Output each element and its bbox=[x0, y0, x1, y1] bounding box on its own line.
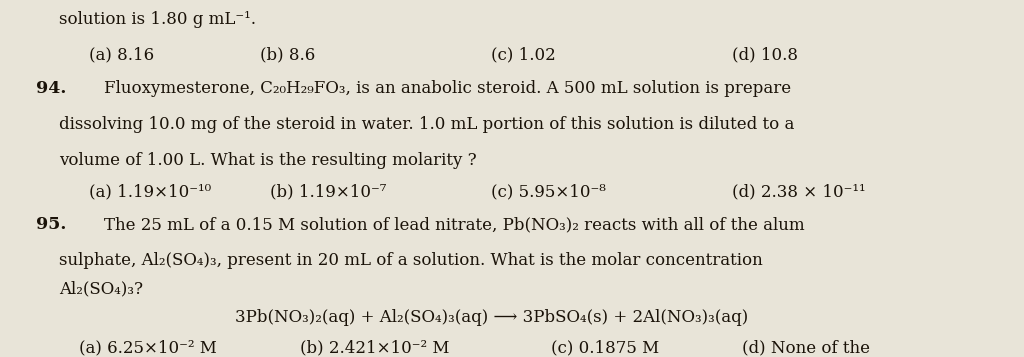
Text: (a) 6.25×10⁻² M: (a) 6.25×10⁻² M bbox=[79, 340, 217, 357]
Text: (d) 2.38 × 10⁻¹¹: (d) 2.38 × 10⁻¹¹ bbox=[732, 184, 866, 201]
Text: 95.: 95. bbox=[36, 216, 66, 233]
Text: 3Pb(NO₃)₂(aq) + Al₂(SO₄)₃(aq) ⟶ 3PbSO₄(s) + 2Al(NO₃)₃(aq): 3Pb(NO₃)₂(aq) + Al₂(SO₄)₃(aq) ⟶ 3PbSO₄(s… bbox=[234, 309, 748, 326]
Text: Fluoxymesterone, C₂₀H₂₉FO₃, is an anabolic steroid. A 500 mL solution is prepare: Fluoxymesterone, C₂₀H₂₉FO₃, is an anabol… bbox=[103, 80, 791, 97]
Text: (a) 8.16: (a) 8.16 bbox=[89, 46, 154, 64]
Text: Al₂(SO₄)₃?: Al₂(SO₄)₃? bbox=[58, 280, 142, 297]
Text: volume of 1.00 L. What is the resulting molarity ?: volume of 1.00 L. What is the resulting … bbox=[58, 152, 476, 169]
Text: The 25 mL of a 0.15 M solution of lead nitrate, Pb(NO₃)₂ reacts with all of the : The 25 mL of a 0.15 M solution of lead n… bbox=[103, 216, 805, 233]
Text: solution is 1.80 g mL⁻¹.: solution is 1.80 g mL⁻¹. bbox=[58, 11, 256, 28]
Text: (a) 1.19×10⁻¹⁰: (a) 1.19×10⁻¹⁰ bbox=[89, 184, 211, 201]
Text: (b) 1.19×10⁻⁷: (b) 1.19×10⁻⁷ bbox=[270, 184, 386, 201]
Text: (c) 1.02: (c) 1.02 bbox=[492, 46, 556, 64]
Text: (d) 10.8: (d) 10.8 bbox=[732, 46, 799, 64]
Text: (b) 8.6: (b) 8.6 bbox=[260, 46, 315, 64]
Text: 94.: 94. bbox=[36, 80, 66, 97]
Text: (b) 2.421×10⁻² M: (b) 2.421×10⁻² M bbox=[300, 340, 450, 357]
Text: (c) 0.1875 M: (c) 0.1875 M bbox=[551, 340, 659, 357]
Text: sulphate, Al₂(SO₄)₃, present in 20 mL of a solution. What is the molar concentra: sulphate, Al₂(SO₄)₃, present in 20 mL of… bbox=[58, 252, 763, 269]
Text: (c) 5.95×10⁻⁸: (c) 5.95×10⁻⁸ bbox=[492, 184, 606, 201]
Text: dissolving 10.0 mg of the steroid in water. 1.0 mL portion of this solution is d: dissolving 10.0 mg of the steroid in wat… bbox=[58, 116, 794, 133]
Text: (d) None of the: (d) None of the bbox=[742, 340, 870, 357]
